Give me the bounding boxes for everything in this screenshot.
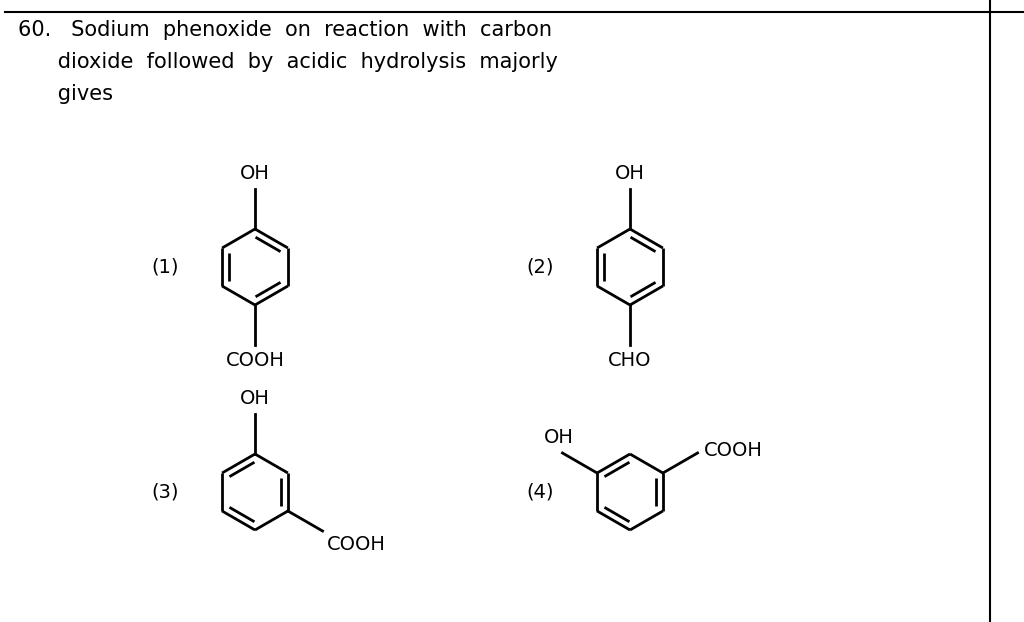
Text: CHO: CHO: [608, 351, 651, 370]
Text: COOH: COOH: [703, 442, 763, 460]
Text: (3): (3): [152, 483, 179, 501]
Text: OH: OH: [240, 164, 270, 183]
Text: (4): (4): [526, 483, 554, 501]
Text: (2): (2): [526, 258, 554, 277]
Text: dioxide  followed  by  acidic  hydrolysis  majorly: dioxide followed by acidic hydrolysis ma…: [18, 52, 558, 72]
Text: 60.   Sodium  phenoxide  on  reaction  with  carbon: 60. Sodium phenoxide on reaction with ca…: [18, 20, 552, 40]
Text: COOH: COOH: [225, 351, 285, 370]
Text: COOH: COOH: [327, 535, 385, 554]
Text: gives: gives: [18, 84, 113, 104]
Text: OH: OH: [544, 428, 573, 447]
Text: OH: OH: [615, 164, 645, 183]
Text: (1): (1): [152, 258, 179, 277]
Text: OH: OH: [240, 389, 270, 408]
